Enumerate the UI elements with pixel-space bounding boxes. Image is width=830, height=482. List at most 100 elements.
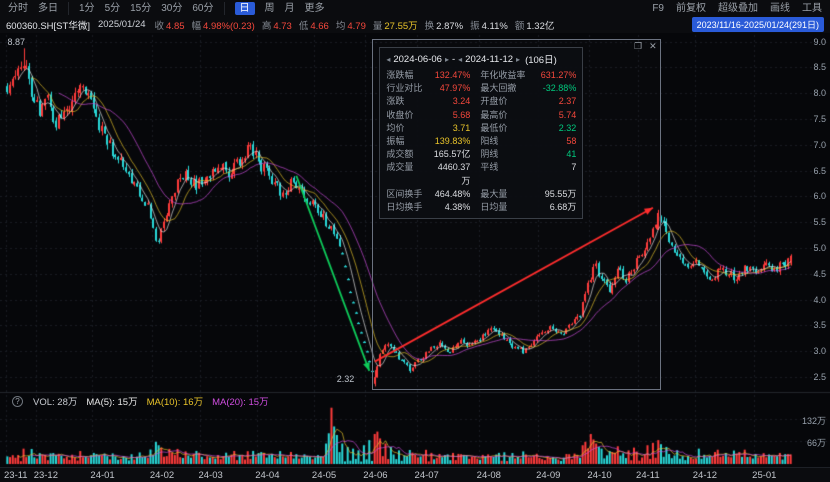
- stats-row: 行业对比 47.97% 最大回撤 -32.88%: [386, 82, 576, 95]
- stats-row: 振幅 139.83% 阳线 58: [386, 135, 576, 148]
- period-tab[interactable]: 60分: [192, 2, 214, 14]
- chart-tools: F9 前复权 超级叠加 画线 工具: [652, 2, 822, 15]
- stat-value: 464.48%: [434, 188, 471, 199]
- stat-value: 3.24: [452, 96, 471, 107]
- volume-ma-label: MA(5): 15万: [86, 397, 138, 408]
- toolbar-tool[interactable]: 工具: [802, 2, 822, 14]
- stats-rows: 涨跌幅 132.47% 年化收益率 631.27% 行业对比 47.97% 最大回撤 -32.…: [386, 69, 576, 214]
- interval-stats-panel[interactable]: ◂ 2024-06-06 ▸ - ◂ 2024-11-12 ▸ (106日) 涨…: [379, 47, 584, 220]
- quote-field-value: 1.32亿: [526, 20, 555, 32]
- next-start-date-icon[interactable]: ▸: [444, 54, 449, 64]
- x-axis-label: 24-01: [90, 470, 115, 481]
- selection-end-date[interactable]: 2024-11-12: [465, 53, 514, 65]
- quote-field-label: 高: [261, 20, 272, 32]
- popout-icon[interactable]: ❐: [634, 41, 643, 51]
- volume-ma-values: VOL: 28万 MA(5): 15万 MA(10): 16万 MA(20): 15万: [33, 394, 278, 408]
- quote-field-label: 幅: [191, 20, 202, 32]
- stat-label: 行业对比: [386, 83, 423, 94]
- prev-end-date-icon[interactable]: ◂: [458, 54, 463, 64]
- stat-label: 日均换手: [386, 202, 423, 213]
- stat-label: 平线: [480, 162, 499, 173]
- stat-label: 涨跌幅: [386, 70, 414, 80]
- x-axis-label: 23-11: [4, 470, 28, 481]
- quote-field-value: 4.73: [273, 20, 292, 32]
- volume-header: ? VOL: 28万 MA(5): 15万 MA(10): 16万 MA(20): 1…: [12, 394, 278, 408]
- stat-label: 开盘价: [480, 96, 508, 107]
- date-range-badge[interactable]: 2023/11/16-2025/01/24(291日): [691, 17, 824, 32]
- period-tabs: 分时 多日 1分 5分 15分 30分 60分日周月更多: [8, 1, 335, 15]
- stat-label: 区间换手: [386, 188, 423, 199]
- stat-value: 2.37: [558, 96, 577, 107]
- stat-label: 收盘价: [386, 109, 414, 120]
- quote-field-label: 换: [424, 20, 435, 32]
- selection-day-count: (106日): [525, 55, 557, 66]
- volume-ma-label: MA(20): 15万: [212, 397, 269, 408]
- stat-label: 最大回撤: [480, 83, 517, 94]
- stat-label: 日均量: [480, 202, 508, 213]
- period-tab[interactable]: 月: [284, 2, 295, 14]
- stat-label: 成交量: [386, 162, 414, 173]
- stat-value: -32.88%: [542, 83, 577, 94]
- period-tab[interactable]: 5分: [104, 2, 121, 14]
- period-tab[interactable]: 15分: [130, 2, 152, 14]
- period-tab[interactable]: 更多: [304, 2, 325, 14]
- stock-symbol[interactable]: 600360.SH[ST华微]: [6, 20, 90, 32]
- stats-row: 成交量 4460.37万 平线 7: [386, 161, 576, 187]
- x-axis-label: 24-03: [198, 470, 223, 481]
- toolbar-tool[interactable]: F9: [652, 2, 664, 14]
- stat-label: 成交额: [386, 149, 414, 160]
- stat-value: 95.55万: [544, 188, 577, 199]
- volume-ma-label: VOL: 28万: [33, 397, 78, 408]
- stat-label: 最大量: [480, 188, 508, 199]
- quote-field-label: 低: [298, 20, 309, 32]
- toolbar-tool[interactable]: 超级叠加: [718, 2, 758, 14]
- stat-value: 6.68万: [549, 202, 577, 213]
- stat-value: 41: [566, 149, 577, 160]
- quote-field-label: 均: [335, 20, 346, 32]
- x-axis-label: 24-06: [363, 470, 388, 481]
- quote-field-value: 2.87%: [436, 20, 464, 32]
- stat-value: 165.57亿: [433, 149, 471, 160]
- x-axis-label: 23-12: [33, 470, 59, 481]
- period-tab[interactable]: 多日: [38, 2, 58, 14]
- toolbar-tool[interactable]: 前复权: [676, 2, 706, 14]
- selection-start-date[interactable]: 2024-06-06: [393, 53, 442, 65]
- stat-value: 631.27%: [540, 70, 577, 80]
- time-axis[interactable]: 23-11 23-12 24-01 24-02 24-03 24-04 24-05 24-06…: [0, 467, 830, 482]
- period-tab[interactable]: 日: [234, 1, 255, 15]
- stat-value: 58: [566, 136, 577, 147]
- quote-date: 2025/01/24: [97, 19, 146, 30]
- x-axis-label: 24-04: [255, 470, 280, 481]
- x-axis-label: 24-05: [311, 470, 337, 481]
- period-tab[interactable]: 30分: [161, 2, 183, 14]
- next-end-date-icon[interactable]: ▸: [516, 54, 521, 64]
- close-selection-icon[interactable]: ✕: [649, 41, 657, 51]
- stat-value: 139.83%: [434, 136, 471, 147]
- x-axis-label: 24-12: [692, 470, 718, 481]
- x-axis-label: 24-09: [536, 470, 561, 481]
- toolbar-tool[interactable]: 画线: [770, 2, 790, 14]
- quote-field-label: 量: [372, 20, 383, 32]
- measure-selection-box[interactable]: ❐ ✕: [372, 39, 661, 390]
- x-axis-label: 24-11: [636, 470, 660, 481]
- stat-value: 7: [571, 162, 577, 173]
- period-toolbar: 分时 多日 1分 5分 15分 30分 60分日周月更多 F9 前复权 超级叠加 画线 工具: [0, 0, 830, 16]
- stat-value: 5.74: [558, 109, 577, 120]
- help-icon[interactable]: ?: [12, 395, 23, 407]
- stat-value: 47.97%: [439, 83, 471, 94]
- toolbar-group: 日周月更多: [225, 1, 335, 15]
- stat-value: 2.32: [558, 122, 577, 133]
- stat-label: 阴线: [480, 149, 499, 160]
- toolbar-group: 分时 多日: [8, 1, 69, 15]
- stat-value: 3.71: [452, 122, 471, 133]
- period-tab[interactable]: 分时: [8, 2, 28, 14]
- stat-label: 年化收益率: [480, 70, 526, 80]
- period-tab[interactable]: 周: [264, 2, 275, 14]
- quote-field-value: 4.98%(0.23): [203, 20, 255, 32]
- period-tab[interactable]: 1分: [79, 2, 95, 14]
- x-axis-label: 25-01: [752, 470, 777, 481]
- quote-field-value: 4.11%: [481, 20, 508, 32]
- prev-start-date-icon[interactable]: ◂: [386, 54, 391, 64]
- quote-fields: 收 4.85 幅 4.98%(0.23) 高 4.73 低 4.66 均 4.79 量 27.55万换…: [148, 18, 555, 32]
- stats-row: 均价 3.71 最低价 2.32: [386, 122, 576, 135]
